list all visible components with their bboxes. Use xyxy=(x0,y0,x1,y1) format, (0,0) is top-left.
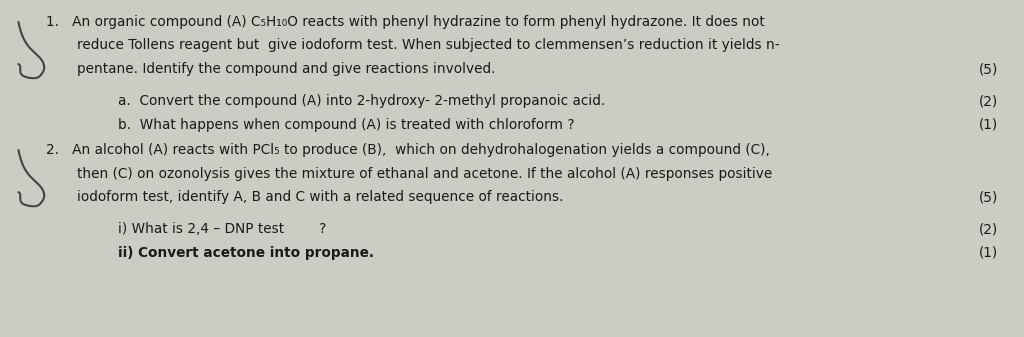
Text: (1): (1) xyxy=(979,246,998,260)
Text: (5): (5) xyxy=(979,62,998,76)
Text: (5): (5) xyxy=(979,190,998,204)
Text: b.  What happens when compound (A) is treated with chloroform ?: b. What happens when compound (A) is tre… xyxy=(118,118,574,132)
Text: 1.   An organic compound (A) C₅H₁₀O reacts with phenyl hydrazine to form phenyl : 1. An organic compound (A) C₅H₁₀O reacts… xyxy=(46,15,765,29)
Text: 2.   An alcohol (A) reacts with PCl₅ to produce (B),  which on dehydrohalogenati: 2. An alcohol (A) reacts with PCl₅ to pr… xyxy=(46,143,770,157)
Text: pentane. Identify the compound and give reactions involved.: pentane. Identify the compound and give … xyxy=(77,62,496,76)
Text: (2): (2) xyxy=(979,222,998,236)
Text: (2): (2) xyxy=(979,94,998,108)
Text: (1): (1) xyxy=(979,118,998,132)
Text: iodoform test, identify A, B and C with a related sequence of reactions.: iodoform test, identify A, B and C with … xyxy=(77,190,563,204)
Text: a.  Convert the compound (A) into 2-hydroxy- 2-methyl propanoic acid.: a. Convert the compound (A) into 2-hydro… xyxy=(118,94,605,108)
Text: reduce Tollens reagent but  give iodoform test. When subjected to clemmensen’s r: reduce Tollens reagent but give iodoform… xyxy=(77,38,779,53)
Text: i) What is 2,4 – DNP test        ?: i) What is 2,4 – DNP test ? xyxy=(118,222,326,236)
Text: then (C) on ozonolysis gives the mixture of ethanal and acetone. If the alcohol : then (C) on ozonolysis gives the mixture… xyxy=(77,166,772,181)
Text: ii) Convert acetone into propane.: ii) Convert acetone into propane. xyxy=(118,246,374,260)
